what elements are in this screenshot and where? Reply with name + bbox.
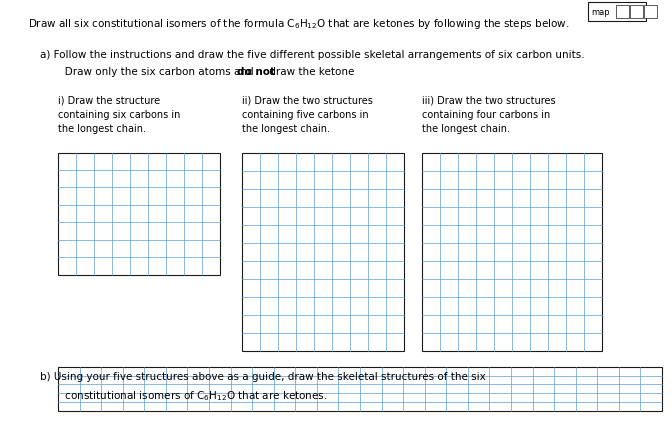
Text: a) Follow the instructions and draw the five different possible skeletal arrange: a) Follow the instructions and draw the … [40,50,585,60]
Text: ii) Draw the two structures
containing five carbons in
the longest chain.: ii) Draw the two structures containing f… [242,95,373,133]
Bar [630,6,643,19]
Text: i) Draw the structure
containing six carbons in
the longest chain.: i) Draw the structure containing six car… [58,95,180,133]
Bar [616,6,629,19]
Bar [58,153,220,275]
Text: Draw all six constitutional isomers of the formula C$_6$H$_{12}$O that are keton: Draw all six constitutional isomers of t… [28,17,569,31]
Text: do not: do not [237,68,276,77]
Bar [58,367,662,411]
Bar [422,153,602,351]
Text: Draw only the six carbon atoms and: Draw only the six carbon atoms and [55,68,257,77]
Text: constitutional isomers of C$_6$H$_{12}$O that are ketones.: constitutional isomers of C$_6$H$_{12}$O… [55,388,327,402]
Text: draw the ketone: draw the ketone [266,68,355,77]
Bar [644,6,657,19]
Bar [242,153,404,351]
Text: b) Using your five structures above as a guide, draw the skeletal structures of : b) Using your five structures above as a… [40,371,486,381]
Text: map: map [591,8,610,17]
Text: iii) Draw the two structures
containing four carbons in
the longest chain.: iii) Draw the two structures containing … [422,95,556,133]
Bar [588,3,646,22]
